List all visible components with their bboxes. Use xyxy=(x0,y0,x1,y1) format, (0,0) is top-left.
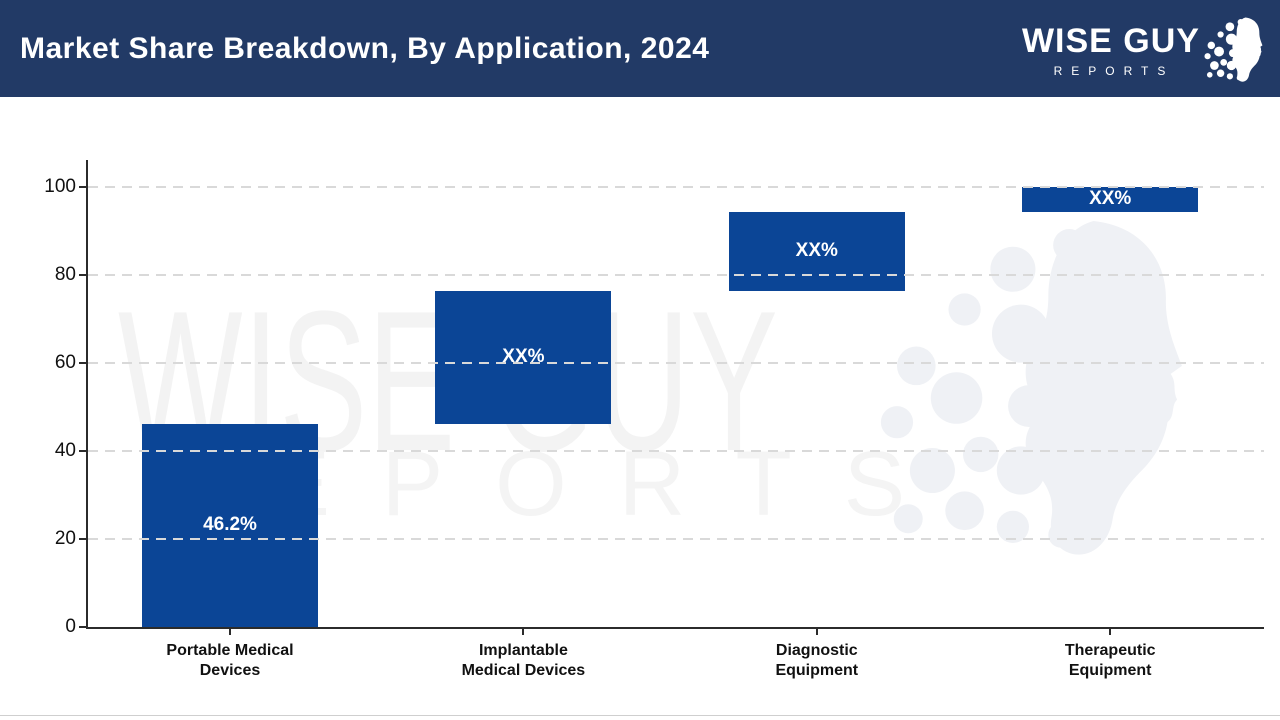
x-tick xyxy=(522,629,525,635)
brand-logo-text: WISE GUY REPORTS xyxy=(1022,22,1200,78)
gridline xyxy=(88,186,1264,188)
y-tick-label: 0 xyxy=(65,616,76,637)
brand-subtitle: REPORTS xyxy=(1053,64,1175,78)
header-bar: Market Share Breakdown, By Application, … xyxy=(0,0,1280,97)
x-category-line: Equipment xyxy=(775,662,859,679)
gridline xyxy=(88,274,1264,276)
bar xyxy=(728,211,905,291)
brand-logo: WISE GUY REPORTS xyxy=(1006,6,1266,92)
bar xyxy=(1022,187,1199,212)
x-category-label: Implantable Medical Devices xyxy=(393,641,653,681)
y-tick-label: 80 xyxy=(54,264,76,285)
y-axis-spine xyxy=(86,160,88,629)
x-category-line: Implantable xyxy=(478,642,568,659)
x-tick xyxy=(229,629,231,635)
x-category-line: Diagnostic xyxy=(775,642,858,659)
x-category-label: Diagnostic Equipment xyxy=(687,641,947,681)
chart-title: Market Share Breakdown, By Application, … xyxy=(20,31,710,65)
bar-value-label: XX% xyxy=(795,240,838,262)
x-category-line: Devices xyxy=(199,662,261,679)
x-tick xyxy=(815,629,818,635)
x-category-label: Therapeutic Equipment xyxy=(980,641,1240,681)
x-tick xyxy=(1109,629,1112,635)
bar-value-label: XX% xyxy=(502,346,545,368)
y-tick-label: 40 xyxy=(54,440,76,461)
bar-value-label: 46.2% xyxy=(203,514,257,536)
brand-name: WISE GUY xyxy=(1021,22,1200,60)
x-category-line: Equipment xyxy=(1068,662,1152,679)
bar xyxy=(435,290,612,424)
bar-value-label: XX% xyxy=(1089,188,1132,210)
brand-face-icon xyxy=(1204,17,1263,82)
x-category-line: Portable Medical xyxy=(166,642,294,659)
watermark-face-icon xyxy=(880,220,1182,555)
y-tick-label: 20 xyxy=(54,528,76,549)
y-tick-label: 100 xyxy=(44,176,76,197)
y-tick xyxy=(79,538,86,540)
gridline xyxy=(88,362,1264,364)
y-tick xyxy=(79,274,86,276)
y-tick xyxy=(79,450,86,452)
y-tick-label: 60 xyxy=(54,352,76,373)
gridline xyxy=(88,538,1264,540)
page-bottom-rule xyxy=(0,715,1280,716)
x-axis-spine xyxy=(86,627,1264,629)
x-category-line: Therapeutic xyxy=(1064,642,1156,659)
y-tick xyxy=(79,362,86,364)
x-category-line: Medical Devices xyxy=(461,662,586,679)
gridline xyxy=(88,450,1264,452)
bar xyxy=(142,423,318,627)
x-category-label: Portable Medical Devices xyxy=(100,641,360,681)
y-tick xyxy=(79,626,86,628)
y-tick xyxy=(79,186,86,188)
